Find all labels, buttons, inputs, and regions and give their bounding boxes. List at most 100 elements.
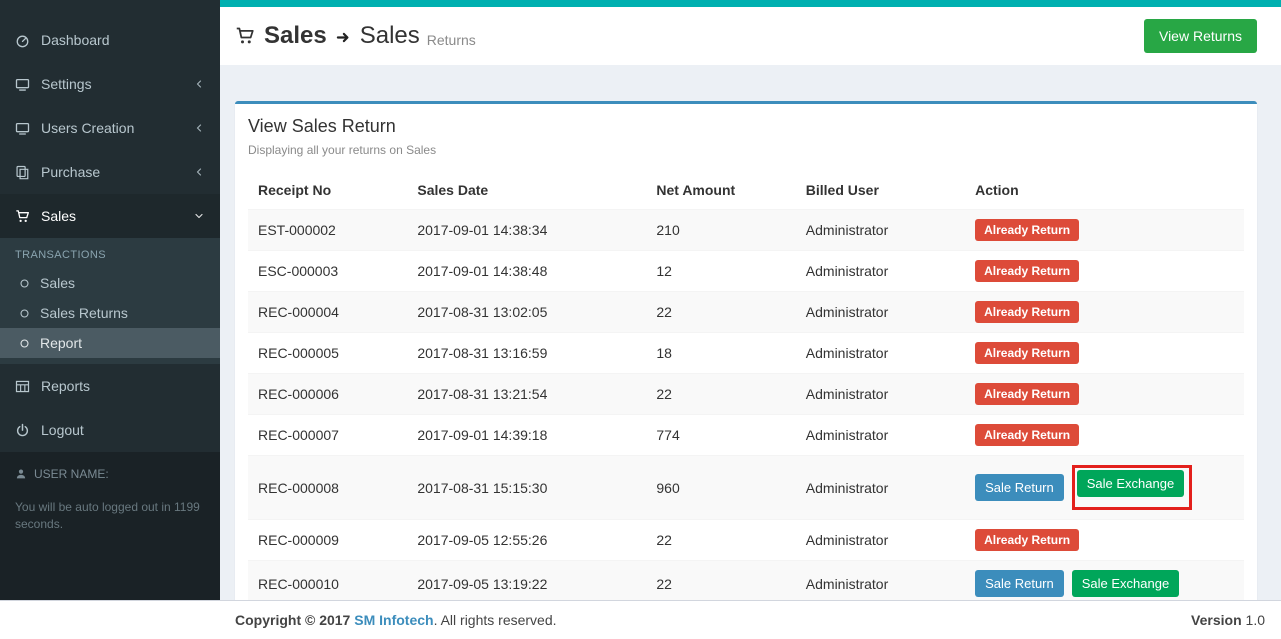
table-row: REC-000007 2017-09-01 14:39:18 774 Administ… <box>248 414 1244 456</box>
sidebar-item-label: Reports <box>41 378 91 394</box>
cell-action: Already Return <box>965 332 1244 374</box>
sidebar-item-label: Purchase <box>41 164 101 180</box>
sidebar-subitem-label: Sales Returns <box>40 305 128 321</box>
cell-action: Sale Return Sale Exchange <box>965 455 1244 520</box>
cell-sales-date: 2017-08-31 15:15:30 <box>407 455 647 520</box>
chevron-down-icon <box>193 210 205 222</box>
sidebar-item-dashboard[interactable]: Dashboard <box>0 18 220 62</box>
sidebar-subitem-label: Sales <box>40 275 76 291</box>
table-row: REC-000005 2017-08-31 13:16:59 18 Administr… <box>248 332 1244 374</box>
sidebar-item-settings[interactable]: Settings <box>0 62 220 106</box>
cell-billed-user: Administrator <box>795 291 966 333</box>
already-return-badge: Already Return <box>975 260 1080 282</box>
table-body: EST-000002 2017-09-01 14:38:34 210 Administ… <box>248 209 1244 600</box>
content-area: View Sales Return Displaying all your re… <box>220 65 1281 600</box>
sales-submenu: TRANSACTIONS Sales Sales Returns <box>0 238 220 364</box>
page-title-primary: Sales <box>264 22 327 49</box>
version-text: Version 1.0 <box>1191 612 1265 628</box>
table-row: REC-000008 2017-08-31 15:15:30 960 Administ… <box>248 455 1244 520</box>
circle-icon <box>18 277 31 290</box>
page-title: Sales Sales Returns <box>235 22 476 50</box>
sidebar-item-reports[interactable]: Reports <box>0 364 220 408</box>
cell-action: Already Return <box>965 250 1244 292</box>
cell-net-amount: 22 <box>646 519 796 561</box>
arrow-right-icon <box>336 30 351 45</box>
page-title-suffix: Returns <box>426 31 476 48</box>
cell-billed-user: Administrator <box>795 209 966 251</box>
panel-subtitle: Displaying all your returns on Sales <box>248 143 437 157</box>
cell-billed-user: Administrator <box>795 250 966 292</box>
sale-exchange-button[interactable]: Sale Exchange <box>1071 570 1180 597</box>
desktop-icon <box>15 77 30 92</box>
cell-net-amount: 18 <box>646 332 796 374</box>
already-return-badge: Already Return <box>975 529 1080 551</box>
sidebar-item-label: Logout <box>41 422 84 438</box>
sidebar: Dashboard Settings Users Creation <box>0 0 220 600</box>
auto-logout-notice: You will be auto logged out in 1199 seco… <box>15 500 200 531</box>
cell-receipt-no: REC-000006 <box>248 373 408 415</box>
panel-title: View Sales Return <box>248 116 396 136</box>
cell-receipt-no: EST-000002 <box>248 209 408 251</box>
sidebar-subitem-sales-returns[interactable]: Sales Returns <box>0 298 220 328</box>
page-title-secondary: Sales <box>359 22 420 49</box>
cell-billed-user: Administrator <box>795 560 966 600</box>
sale-exchange-button[interactable]: Sale Exchange <box>1076 470 1185 497</box>
cell-action: Already Return <box>965 519 1244 561</box>
cell-action: Already Return <box>965 373 1244 415</box>
chevron-left-icon <box>193 122 205 134</box>
desktop-icon <box>15 121 30 136</box>
cell-net-amount: 12 <box>646 250 796 292</box>
chevron-left-icon <box>193 166 205 178</box>
column-header: Net Amount <box>646 171 796 210</box>
column-header: Sales Date <box>407 171 647 210</box>
cell-sales-date: 2017-08-31 13:02:05 <box>407 291 647 333</box>
cell-receipt-no: REC-000008 <box>248 455 408 520</box>
sales-returns-table: Receipt No Sales Date Net Amount Billed Use… <box>248 171 1244 600</box>
cell-sales-date: 2017-08-31 13:21:54 <box>407 373 647 415</box>
sale-return-button[interactable]: Sale Return <box>975 474 1064 501</box>
user-name-label: USER NAME: <box>34 467 109 481</box>
cell-receipt-no: REC-000004 <box>248 291 408 333</box>
copyright-text: Copyright © 2017 SM Infotech. All rights… <box>235 612 557 628</box>
cell-billed-user: Administrator <box>795 332 966 374</box>
footer: Copyright © 2017 SM Infotech. All rights… <box>0 600 1281 639</box>
circle-icon <box>18 337 31 350</box>
cell-action: Already Return <box>965 414 1244 456</box>
cell-net-amount: 960 <box>646 455 796 520</box>
already-return-badge: Already Return <box>975 424 1080 446</box>
sidebar-menu: Dashboard Settings Users Creation <box>0 0 220 452</box>
table-row: REC-000009 2017-09-05 12:55:26 22 Administr… <box>248 519 1244 561</box>
cell-action: Already Return <box>965 291 1244 333</box>
sale-return-button[interactable]: Sale Return <box>975 570 1064 597</box>
sidebar-item-sales[interactable]: Sales <box>0 194 220 238</box>
chevron-left-icon <box>193 78 205 90</box>
view-returns-button[interactable]: View Returns <box>1143 19 1257 53</box>
cell-sales-date: 2017-09-01 14:39:18 <box>407 414 647 456</box>
cell-billed-user: Administrator <box>795 455 966 520</box>
cell-action: Already Return <box>965 209 1244 251</box>
table-row: REC-000006 2017-08-31 13:21:54 22 Administr… <box>248 373 1244 415</box>
cell-billed-user: Administrator <box>795 414 966 456</box>
cell-receipt-no: REC-000005 <box>248 332 408 374</box>
dashboard-icon <box>15 33 30 48</box>
sidebar-subitem-report[interactable]: Report <box>0 328 220 358</box>
company-link[interactable]: SM Infotech <box>354 612 434 628</box>
user-name-label-row: USER NAME: <box>15 467 205 481</box>
table-row: REC-000010 2017-09-05 13:19:22 22 Administr… <box>248 560 1244 600</box>
body-row: Dashboard Settings Users Creation <box>0 0 1281 600</box>
sidebar-item-purchase[interactable]: Purchase <box>0 150 220 194</box>
cell-sales-date: 2017-09-05 13:19:22 <box>407 560 647 600</box>
already-return-badge: Already Return <box>975 301 1080 323</box>
copyright-suffix: . All rights reserved. <box>433 612 557 628</box>
content-header: Sales Sales Returns View Returns <box>220 7 1281 65</box>
column-header: Billed User <box>795 171 966 210</box>
table-row: REC-000004 2017-08-31 13:02:05 22 Administr… <box>248 291 1244 333</box>
sidebar-item-users-creation[interactable]: Users Creation <box>0 106 220 150</box>
cell-net-amount: 210 <box>646 209 796 251</box>
sidebar-item-label: Settings <box>41 76 92 92</box>
sidebar-item-logout[interactable]: Logout <box>0 408 220 452</box>
cell-billed-user: Administrator <box>795 519 966 561</box>
cell-sales-date: 2017-09-05 12:55:26 <box>407 519 647 561</box>
sidebar-subitem-sales[interactable]: Sales <box>0 268 220 298</box>
